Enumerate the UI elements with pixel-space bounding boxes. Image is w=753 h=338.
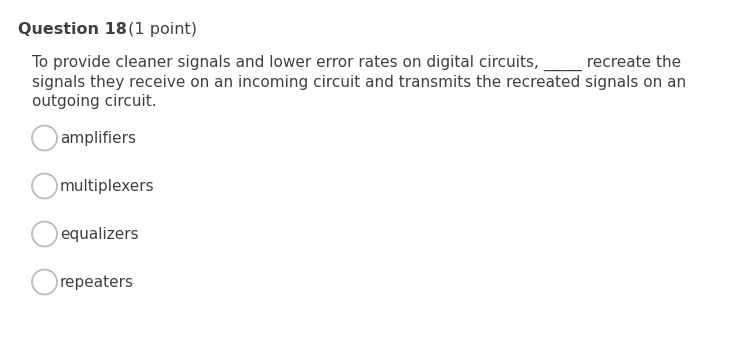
- Text: amplifiers: amplifiers: [60, 130, 136, 145]
- Text: To provide cleaner signals and lower error rates on digital circuits, _____ recr: To provide cleaner signals and lower err…: [32, 55, 681, 71]
- Text: Question 18: Question 18: [18, 22, 127, 37]
- Text: repeaters: repeaters: [60, 274, 134, 290]
- Text: outgoing circuit.: outgoing circuit.: [32, 94, 157, 109]
- Text: multiplexers: multiplexers: [60, 178, 154, 193]
- Text: (1 point): (1 point): [123, 22, 197, 37]
- Text: equalizers: equalizers: [60, 226, 139, 241]
- Text: signals they receive on an incoming circuit and transmits the recreated signals : signals they receive on an incoming circ…: [32, 74, 686, 90]
